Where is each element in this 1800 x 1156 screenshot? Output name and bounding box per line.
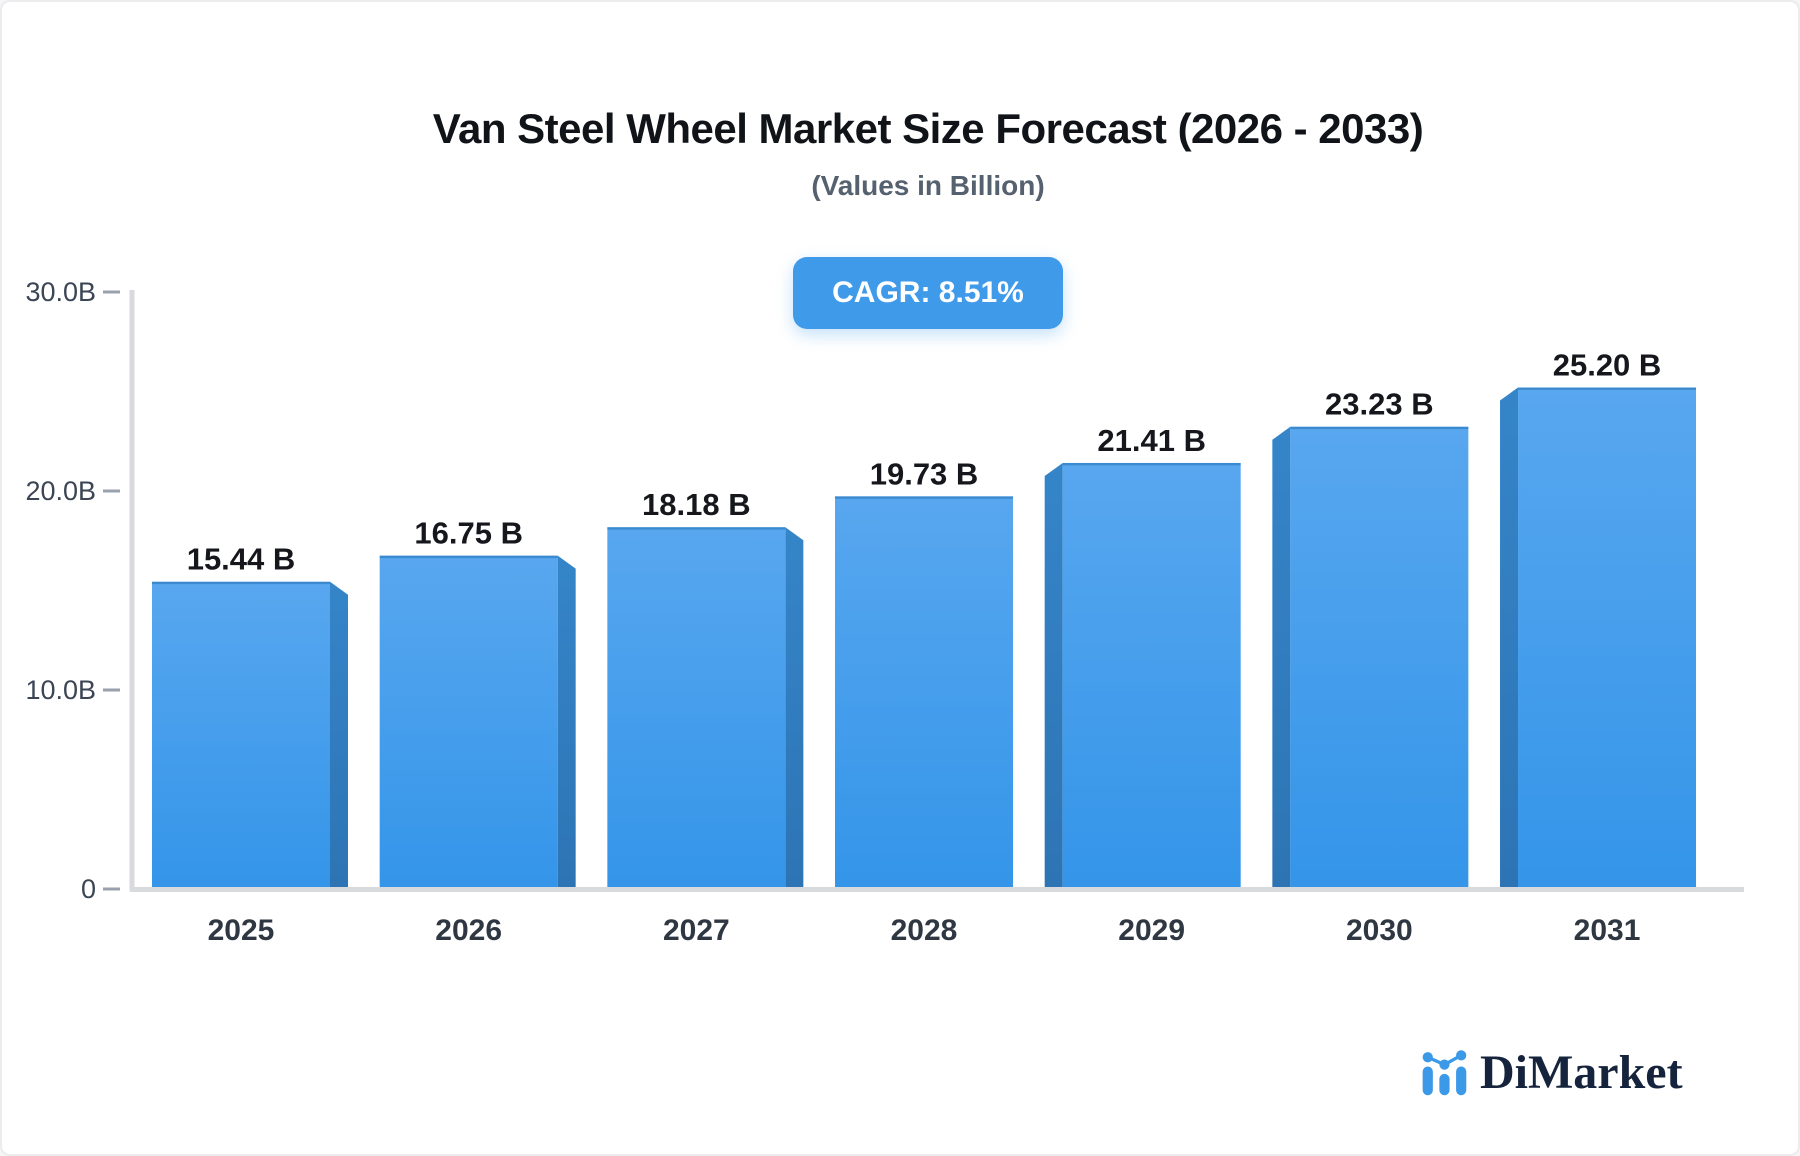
bar-2029 [1062,462,1241,888]
x-axis-label: 2026 [435,914,502,947]
bar-2027 [607,527,786,888]
chart-subtitle: (Values in Billion) [811,170,1045,201]
bar-value-label: 21.41 B [1097,423,1206,458]
bar-value-label: 19.73 B [870,456,979,491]
chart-title: Van Steel Wheel Market Size Forecast (20… [432,105,1424,152]
bar-3d-side [557,555,576,888]
bar-2028 [835,496,1014,888]
bar-2026 [379,555,558,888]
bar-value-label: 18.18 B [642,487,751,522]
bar-2025 [152,581,330,888]
x-axis-label: 2029 [1118,914,1185,947]
bar-line-chart-icon [1422,1050,1467,1096]
y-tick-label: 30.0B [25,277,96,307]
bar-3d-side [330,581,348,888]
bar-value-label: 15.44 B [187,542,296,577]
bar-value-label: 23.23 B [1325,387,1434,422]
y-tick-label: 0 [81,874,96,904]
x-axis-label: 2025 [208,914,275,947]
bar-value-label: 25.20 B [1553,348,1662,383]
cagr-badge: CAGR: 8.51% [793,257,1063,329]
bar-3d-side [1044,462,1063,888]
x-axis-label: 2028 [891,914,958,947]
x-axis-label: 2027 [663,914,730,947]
brand-name: DiMarket [1480,1046,1683,1099]
bar-2031 [1518,387,1697,888]
bar-value-label: 16.75 B [414,516,523,551]
brand-logo: DiMarket [1418,1042,1688,1098]
bar-3d-side [1272,426,1291,888]
y-tick-label: 20.0B [25,476,96,506]
bar-3d-side [785,527,804,888]
x-axis-label: 2030 [1346,914,1413,947]
x-axis-label: 2031 [1574,914,1641,947]
y-tick-label: 10.0B [25,675,96,705]
bar-3d-side [1500,387,1519,888]
bar-2030 [1290,426,1469,888]
